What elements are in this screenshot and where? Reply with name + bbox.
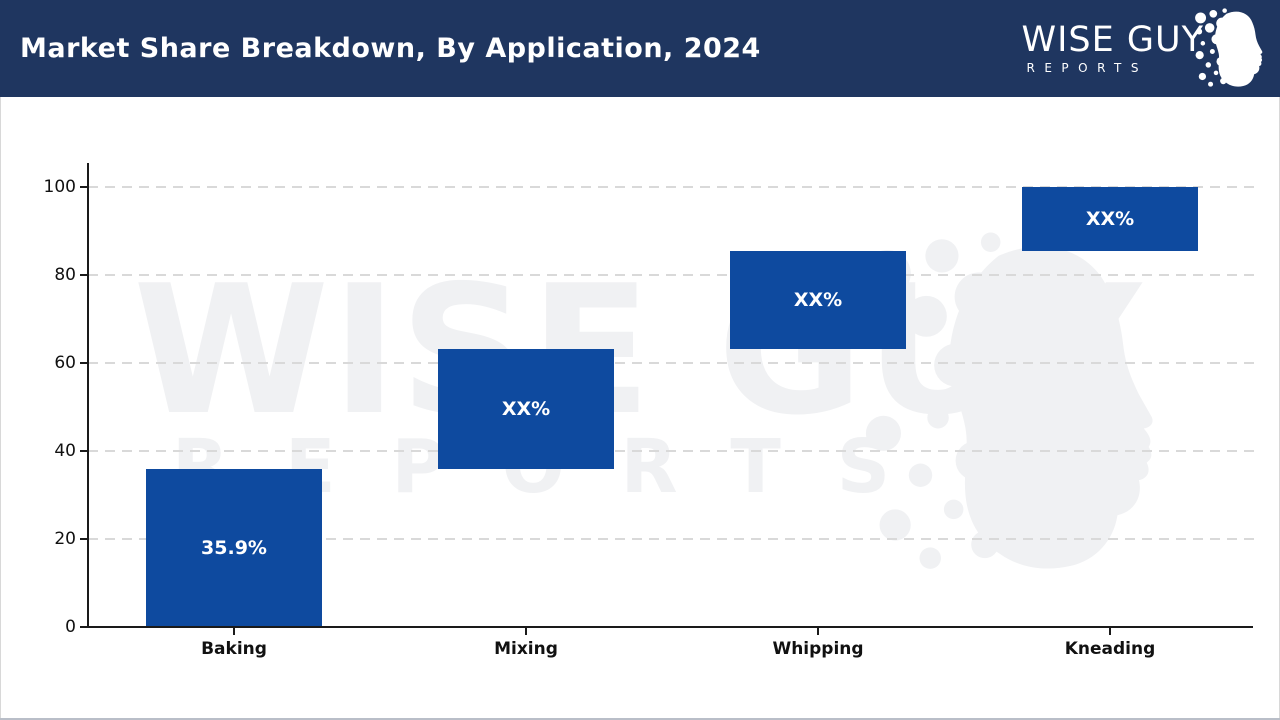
x-axis-category-label: Whipping bbox=[772, 639, 864, 659]
y-tick-label-100: 100 bbox=[43, 177, 76, 197]
y-tick-mark-0 bbox=[80, 626, 87, 628]
y-tick-mark-20 bbox=[80, 538, 87, 540]
y-tick-mark-40 bbox=[80, 450, 87, 452]
bar-value-label: 35.9% bbox=[201, 537, 267, 559]
x-tick-mark-baking bbox=[233, 628, 235, 635]
bar-value-label: XX% bbox=[501, 398, 551, 421]
logo-text: WISE GUY REPORTS bbox=[1021, 20, 1204, 75]
x-axis-category-label: Kneading bbox=[1064, 639, 1156, 659]
y-tick-label-20: 20 bbox=[54, 529, 76, 549]
gridline-60 bbox=[88, 362, 1256, 364]
bar-value-label: XX% bbox=[1085, 207, 1135, 230]
wise-guy-head-icon bbox=[1195, 7, 1263, 87]
x-axis-category-label: Mixing bbox=[494, 639, 558, 659]
x-tick-mark-whipping bbox=[817, 628, 819, 635]
y-tick-mark-60 bbox=[80, 362, 87, 364]
x-axis-category-label: Baking bbox=[201, 639, 267, 659]
y-tick-label-0: 0 bbox=[65, 617, 76, 637]
gridline-100 bbox=[88, 186, 1256, 188]
bar-baking: 35.9% bbox=[146, 469, 322, 627]
y-tick-mark-100 bbox=[80, 186, 87, 188]
plot-area: 35.9% XX% XX% XX% bbox=[88, 186, 1256, 627]
page-title: Market Share Breakdown, By Application, … bbox=[20, 33, 761, 64]
y-axis-spine bbox=[87, 163, 89, 628]
gridline-40 bbox=[88, 450, 1256, 452]
wise-guy-logo: WISE GUY REPORTS bbox=[1021, 7, 1280, 91]
y-tick-label-60: 60 bbox=[54, 353, 76, 373]
y-tick-label-40: 40 bbox=[54, 441, 76, 461]
bar-value-label: XX% bbox=[793, 289, 843, 312]
page-border-left bbox=[0, 97, 1, 720]
y-tick-label-80: 80 bbox=[54, 265, 76, 285]
x-axis-spine bbox=[87, 626, 1253, 628]
page-border-bottom bbox=[0, 718, 1280, 720]
gridline-20 bbox=[88, 538, 1256, 540]
bar-mixing: XX% bbox=[438, 349, 614, 470]
y-tick-mark-80 bbox=[80, 274, 87, 276]
bar-whipping: XX% bbox=[730, 250, 906, 350]
x-tick-mark-kneading bbox=[1109, 628, 1111, 635]
bar-kneading: XX% bbox=[1022, 187, 1198, 251]
logo-wordmark: WISE GUY bbox=[1021, 20, 1204, 60]
header-band: Market Share Breakdown, By Application, … bbox=[0, 0, 1280, 97]
x-tick-mark-mixing bbox=[525, 628, 527, 635]
logo-subtitle: REPORTS bbox=[1026, 61, 1148, 75]
gridline-80 bbox=[88, 274, 1256, 276]
